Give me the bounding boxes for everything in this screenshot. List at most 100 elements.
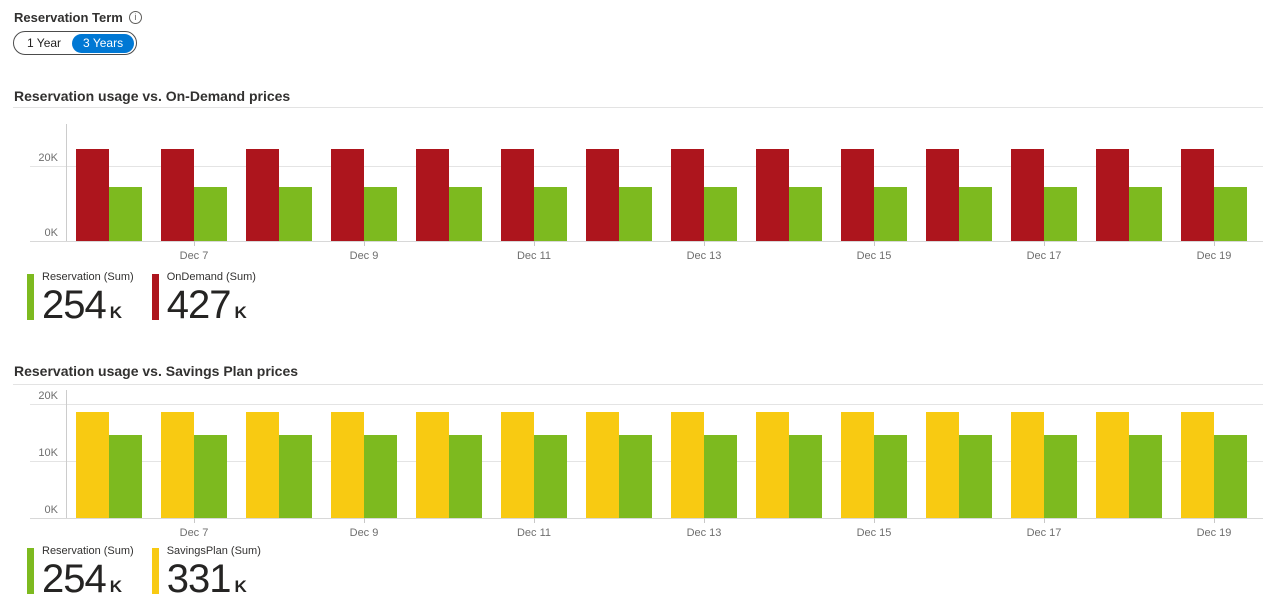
- bar-savingsplan-dec-11[interactable]: [501, 412, 534, 518]
- x-tickmark-dec-13: [704, 518, 705, 523]
- bar-savingsplan-dec-13[interactable]: [671, 412, 704, 518]
- x-tickmark-dec-7: [194, 241, 195, 246]
- chart1-title-divider: [13, 107, 1263, 108]
- chart2-title-divider: [13, 384, 1263, 385]
- bar-reservation-dec-14[interactable]: [789, 435, 822, 518]
- x-tickmark-dec-11: [534, 518, 535, 523]
- bar-reservation-dec-11[interactable]: [534, 187, 567, 241]
- bar-reservation-dec-9[interactable]: [364, 187, 397, 241]
- bar-reservation-dec-18[interactable]: [1129, 187, 1162, 241]
- bar-reservation-dec-12[interactable]: [619, 435, 652, 518]
- chart2-title: Reservation usage vs. Savings Plan price…: [14, 363, 299, 379]
- bar-reservation-dec-8[interactable]: [279, 435, 312, 518]
- bar-reservation-dec-13[interactable]: [704, 435, 737, 518]
- toggle-option-3-years[interactable]: 3 Years: [72, 33, 135, 53]
- legend-value: 254: [42, 557, 107, 601]
- bar-ondemand-dec-16[interactable]: [926, 149, 959, 241]
- y-axis-line: [66, 390, 67, 518]
- bar-savingsplan-dec-18[interactable]: [1096, 412, 1129, 518]
- bar-reservation-dec-16[interactable]: [959, 187, 992, 241]
- y-axis-label-0K: 0K: [44, 227, 58, 239]
- x-tickmark-dec-19: [1214, 241, 1215, 246]
- legend-unit: K: [109, 577, 123, 596]
- legend-label: Reservation (Sum): [42, 545, 134, 557]
- bar-ondemand-dec-11[interactable]: [501, 149, 534, 241]
- legend-item-reservation: Reservation (Sum) 254 K: [27, 545, 134, 599]
- x-axis-label-dec-9: Dec 9: [349, 527, 379, 539]
- bar-ondemand-dec-13[interactable]: [671, 149, 704, 241]
- bar-ondemand-dec-14[interactable]: [756, 149, 789, 241]
- bar-reservation-dec-11[interactable]: [534, 435, 567, 518]
- gridline-20K: [30, 166, 1263, 167]
- bar-reservation-dec-13[interactable]: [704, 187, 737, 241]
- bar-reservation-dec-19[interactable]: [1214, 187, 1247, 241]
- gridline-0K: [30, 518, 1263, 519]
- gridline-0K: [30, 241, 1263, 242]
- bar-savingsplan-dec-12[interactable]: [586, 412, 619, 518]
- bar-ondemand-dec-18[interactable]: [1096, 149, 1129, 241]
- bar-ondemand-dec-17[interactable]: [1011, 149, 1044, 241]
- bar-savingsplan-dec-7[interactable]: [161, 412, 194, 518]
- bar-reservation-dec-6[interactable]: [109, 435, 142, 518]
- x-tickmark-dec-15: [874, 518, 875, 523]
- bar-savingsplan-dec-14[interactable]: [756, 412, 789, 518]
- bar-reservation-dec-7[interactable]: [194, 187, 227, 241]
- bar-savingsplan-dec-8[interactable]: [246, 412, 279, 518]
- chart2-plot-area: 0K 10K 20K Dec 7 Dec 9 Dec 11 Dec 13 Dec 15 Dec …: [0, 385, 1263, 545]
- bar-reservation-dec-9[interactable]: [364, 435, 397, 518]
- bar-ondemand-dec-10[interactable]: [416, 149, 449, 241]
- bar-reservation-dec-12[interactable]: [619, 187, 652, 241]
- bar-reservation-dec-17[interactable]: [1044, 187, 1077, 241]
- bar-ondemand-dec-8[interactable]: [246, 149, 279, 241]
- bar-ondemand-dec-9[interactable]: [331, 149, 364, 241]
- bar-reservation-dec-15[interactable]: [874, 435, 907, 518]
- bar-reservation-dec-18[interactable]: [1129, 435, 1162, 518]
- bar-ondemand-dec-15[interactable]: [841, 149, 874, 241]
- x-tickmark-dec-17: [1044, 518, 1045, 523]
- bar-ondemand-dec-19[interactable]: [1181, 149, 1214, 241]
- bar-reservation-dec-6[interactable]: [109, 187, 142, 241]
- legend-unit: K: [109, 303, 123, 322]
- savingsplan-swatch: [151, 548, 159, 594]
- toggle-option-1-year[interactable]: 1 Year: [27, 35, 62, 50]
- bar-ondemand-dec-12[interactable]: [586, 149, 619, 241]
- x-axis-label-dec-17: Dec 17: [1026, 250, 1062, 262]
- y-axis-label-20K: 20K: [38, 390, 58, 402]
- bar-savingsplan-dec-16[interactable]: [926, 412, 959, 518]
- bar-reservation-dec-14[interactable]: [789, 187, 822, 241]
- info-icon[interactable]: i: [128, 11, 142, 24]
- reservation-term-toggle[interactable]: 1 Year 3 Years: [13, 31, 138, 55]
- x-axis-label-dec-13: Dec 13: [686, 250, 722, 262]
- bar-ondemand-dec-6[interactable]: [76, 149, 109, 241]
- legend-value: 427: [166, 283, 232, 327]
- bar-savingsplan-dec-15[interactable]: [841, 412, 874, 518]
- bar-reservation-dec-19[interactable]: [1214, 435, 1247, 518]
- bar-savingsplan-dec-10[interactable]: [416, 412, 449, 518]
- x-axis-label-dec-11: Dec 11: [516, 250, 552, 262]
- legend-item-ondemand: OnDemand (Sum) 427 K: [151, 271, 256, 327]
- bar-savingsplan-dec-17[interactable]: [1011, 412, 1044, 518]
- bar-reservation-dec-16[interactable]: [959, 435, 992, 518]
- bar-reservation-dec-15[interactable]: [874, 187, 907, 241]
- bar-ondemand-dec-7[interactable]: [161, 149, 194, 241]
- reservation-swatch: [27, 274, 34, 320]
- x-axis-label-dec-11: Dec 11: [516, 527, 552, 539]
- legend-item-reservation: Reservation (Sum) 254 K: [27, 271, 134, 325]
- x-axis-label-dec-9: Dec 9: [349, 250, 379, 262]
- bar-savingsplan-dec-9[interactable]: [331, 412, 364, 518]
- bar-reservation-dec-7[interactable]: [194, 435, 227, 518]
- x-axis-label-dec-7: Dec 7: [179, 250, 209, 262]
- legend-label: OnDemand (Sum): [166, 271, 256, 283]
- bar-reservation-dec-10[interactable]: [449, 187, 482, 241]
- bar-reservation-dec-17[interactable]: [1044, 435, 1077, 518]
- x-tickmark-dec-17: [1044, 241, 1045, 246]
- x-axis-label-dec-15: Dec 15: [856, 250, 892, 262]
- x-axis-label-dec-17: Dec 17: [1026, 527, 1062, 539]
- bar-savingsplan-dec-19[interactable]: [1181, 412, 1214, 518]
- bar-savingsplan-dec-6[interactable]: [76, 412, 109, 518]
- bar-reservation-dec-10[interactable]: [449, 435, 482, 518]
- legend-value: 254: [42, 283, 107, 327]
- bar-reservation-dec-8[interactable]: [279, 187, 312, 241]
- legend-value: 331: [166, 557, 232, 601]
